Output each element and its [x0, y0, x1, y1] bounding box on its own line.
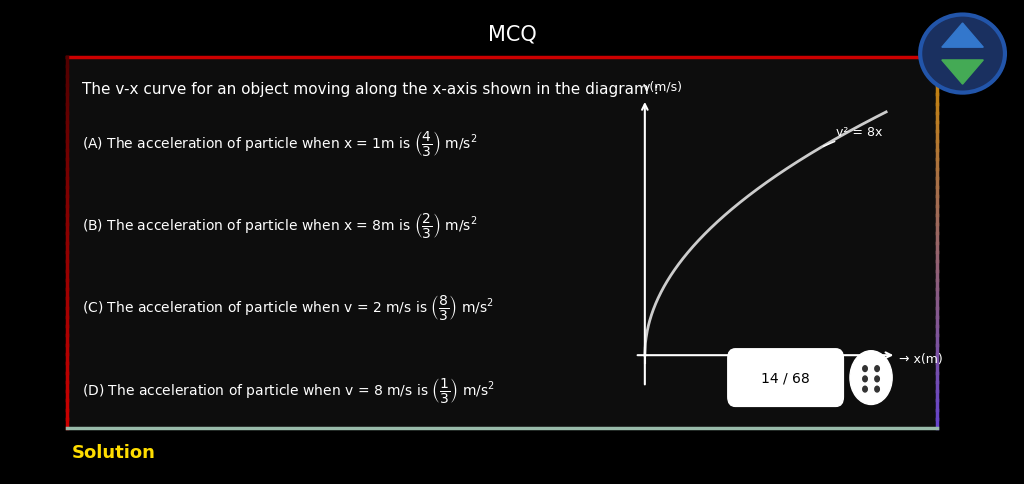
Text: v(m/s): v(m/s) — [642, 80, 682, 93]
Text: MCQ: MCQ — [487, 24, 537, 44]
Circle shape — [863, 366, 867, 372]
Text: v² = 8x: v² = 8x — [823, 125, 883, 147]
Text: (A) The acceleration of particle when x = 1m is $\left(\dfrac{4}{3}\right)$ m/s$: (A) The acceleration of particle when x … — [82, 128, 477, 157]
Circle shape — [863, 386, 867, 392]
FancyBboxPatch shape — [728, 349, 844, 407]
Text: (B) The acceleration of particle when x = 8m is $\left(\dfrac{2}{3}\right)$ m/s$: (B) The acceleration of particle when x … — [82, 211, 477, 240]
Text: 14 / 68: 14 / 68 — [761, 371, 810, 385]
Text: (D) The acceleration of particle when v = 8 m/s is $\left(\dfrac{1}{3}\right)$ m: (D) The acceleration of particle when v … — [82, 375, 495, 404]
Circle shape — [850, 351, 892, 405]
Circle shape — [874, 386, 880, 392]
Text: (C) The acceleration of particle when v = 2 m/s is $\left(\dfrac{8}{3}\right)$ m: (C) The acceleration of particle when v … — [82, 293, 494, 322]
Circle shape — [874, 376, 880, 382]
Text: The v-x curve for an object moving along the x-axis shown in the diagram :: The v-x curve for an object moving along… — [82, 82, 658, 97]
FancyBboxPatch shape — [67, 58, 937, 428]
Polygon shape — [942, 61, 983, 85]
Text: → x(m): → x(m) — [899, 352, 942, 365]
Circle shape — [863, 376, 867, 382]
Polygon shape — [942, 24, 983, 48]
Circle shape — [874, 366, 880, 372]
Circle shape — [921, 15, 1005, 93]
Text: Solution: Solution — [72, 443, 156, 462]
